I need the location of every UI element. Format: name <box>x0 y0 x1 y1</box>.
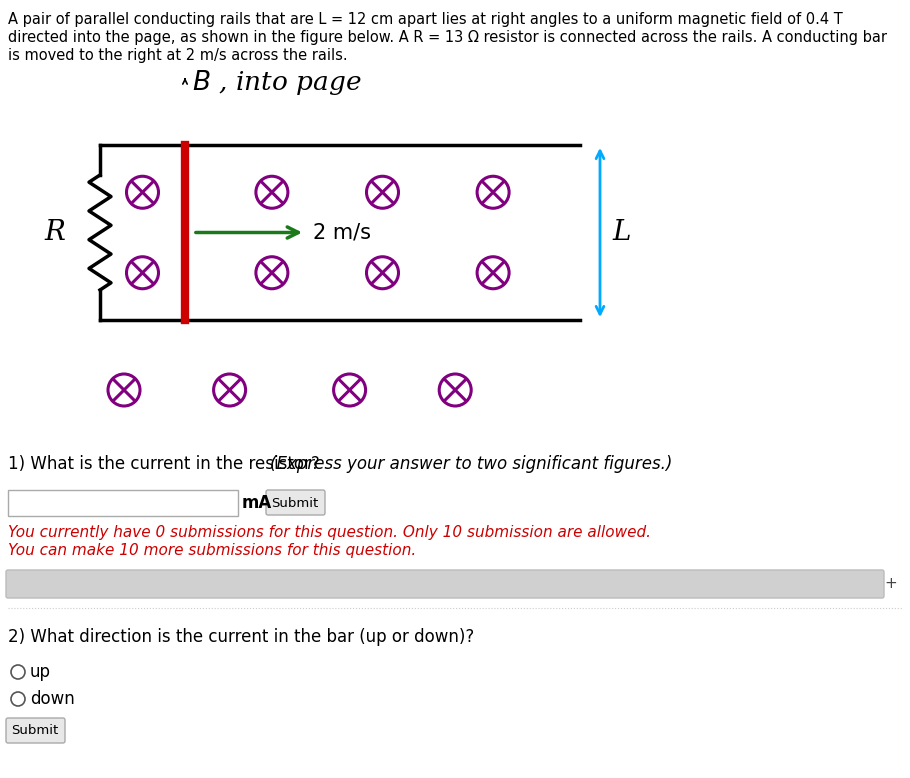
Text: is moved to the right at 2 m/s across the rails.: is moved to the right at 2 m/s across th… <box>8 48 348 63</box>
Text: You currently have 0 submissions for this question. Only 10 submission are allow: You currently have 0 submissions for thi… <box>8 525 651 540</box>
Text: $B$ , into page: $B$ , into page <box>192 68 361 97</box>
Text: Submit: Submit <box>11 724 58 738</box>
FancyBboxPatch shape <box>6 570 884 598</box>
Text: directed into the page, as shown in the figure below. A R = 13 Ω resistor is con: directed into the page, as shown in the … <box>8 30 887 45</box>
Text: R: R <box>45 219 66 246</box>
Text: mA: mA <box>242 494 272 512</box>
Text: 1) What is the current in the resistor?: 1) What is the current in the resistor? <box>8 455 325 473</box>
Text: 2 m/s: 2 m/s <box>313 223 371 243</box>
Text: A pair of parallel conducting rails that are L = 12 cm apart lies at right angle: A pair of parallel conducting rails that… <box>8 12 843 27</box>
Text: up: up <box>30 663 51 681</box>
Text: L: L <box>612 219 631 246</box>
FancyBboxPatch shape <box>6 718 65 743</box>
Text: You can make 10 more submissions for this question.: You can make 10 more submissions for thi… <box>8 543 416 558</box>
FancyBboxPatch shape <box>8 490 238 516</box>
Text: +: + <box>885 576 897 591</box>
Text: down: down <box>30 690 75 708</box>
Text: (Express your answer to two significant figures.): (Express your answer to two significant … <box>270 455 672 473</box>
Text: 2) What direction is the current in the bar (up or down)?: 2) What direction is the current in the … <box>8 628 474 646</box>
Circle shape <box>11 665 25 679</box>
FancyBboxPatch shape <box>266 490 325 515</box>
Text: Submit: Submit <box>271 496 318 510</box>
Circle shape <box>11 692 25 706</box>
